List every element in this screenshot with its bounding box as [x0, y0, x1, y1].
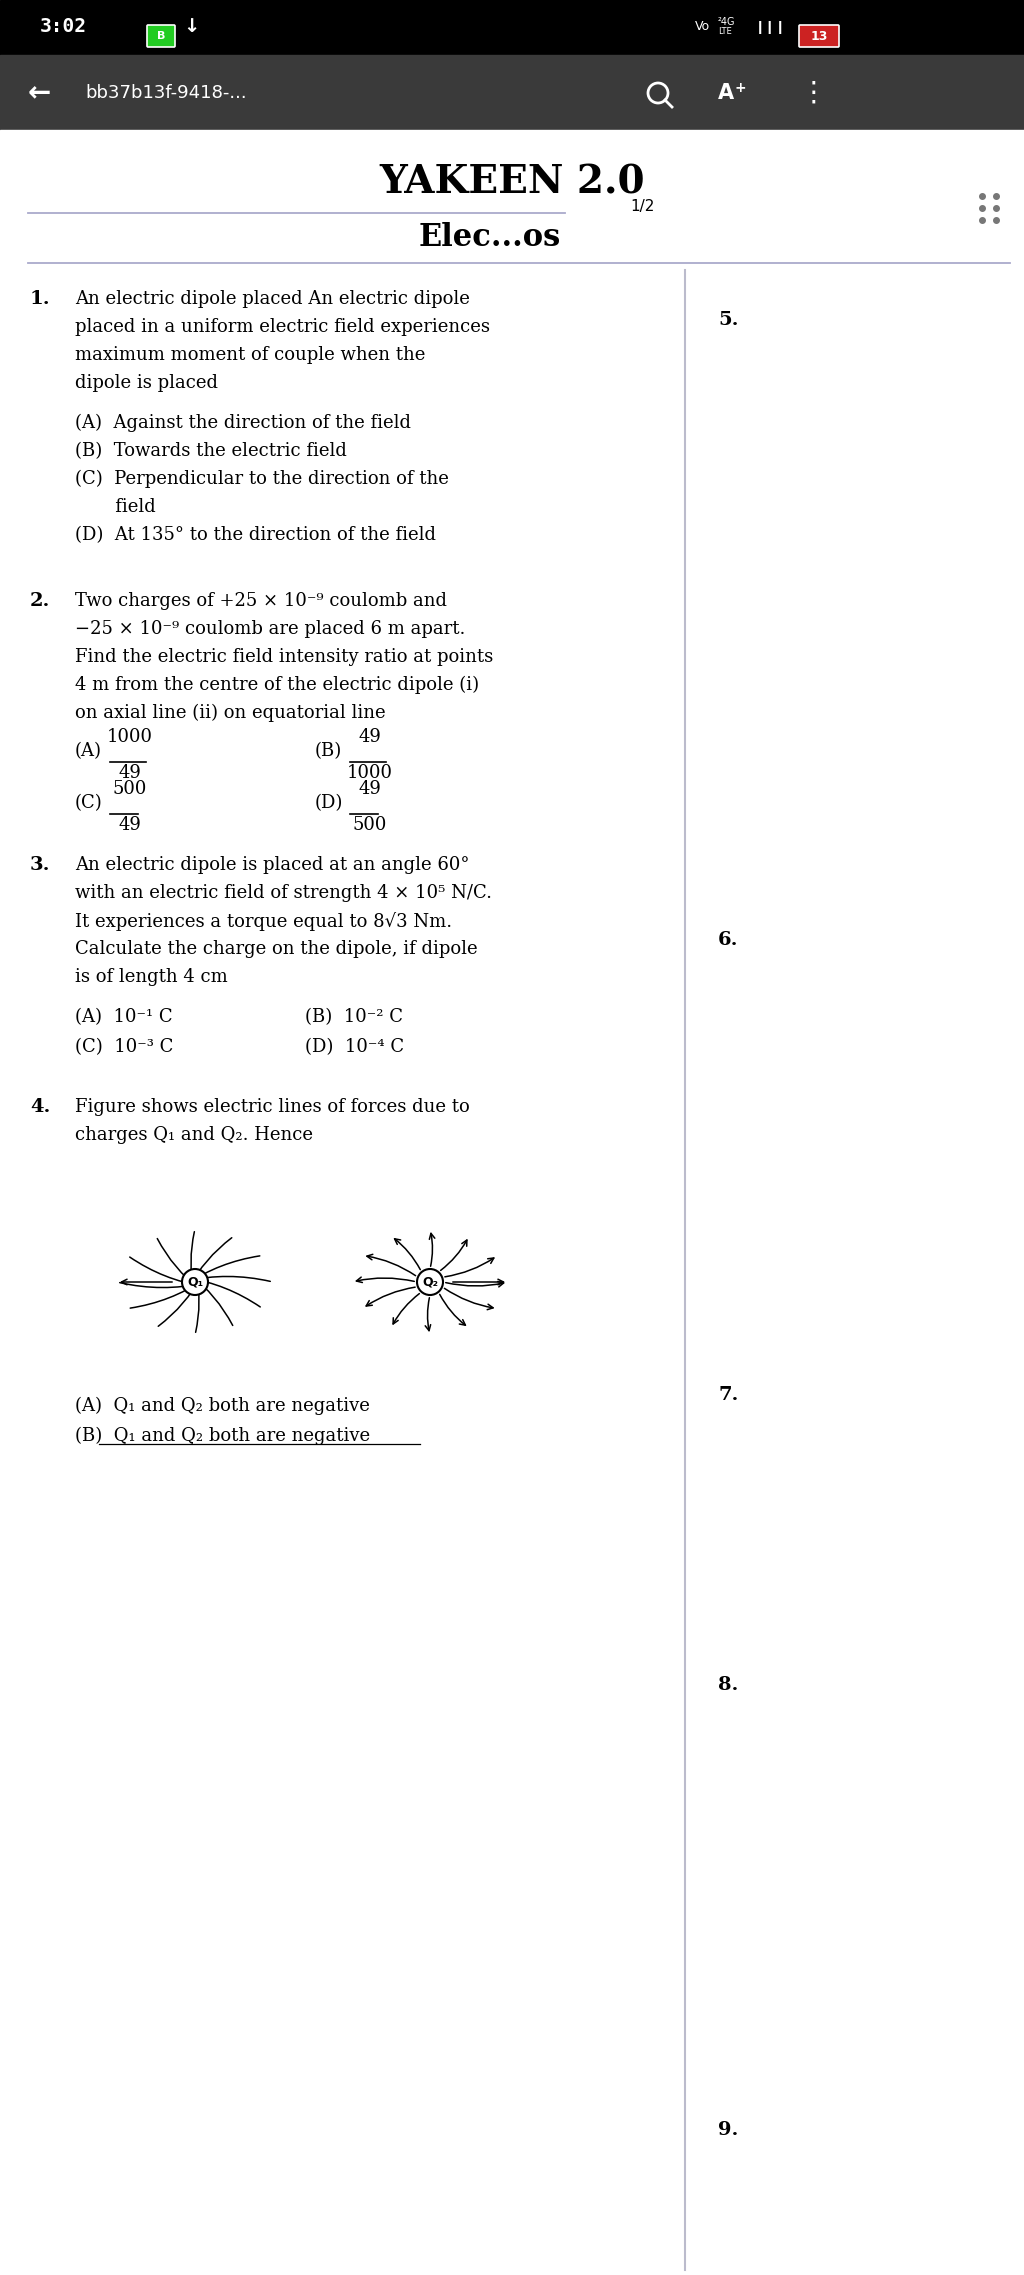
Text: A: A	[718, 82, 734, 102]
Bar	[0, 0, 1024, 55]
Text: on axial line (ii) on equatorial line: on axial line (ii) on equatorial line	[75, 703, 386, 721]
Text: 500: 500	[113, 780, 147, 799]
FancyBboxPatch shape	[147, 25, 175, 48]
Text: (C)  10⁻³ C: (C) 10⁻³ C	[75, 1037, 173, 1056]
Text: 2.: 2.	[30, 592, 50, 610]
Text: 6.: 6.	[718, 930, 738, 949]
Text: 4 m from the centre of the electric dipole (i): 4 m from the centre of the electric dipo…	[75, 676, 479, 694]
Text: with an electric field of strength 4 × 10⁵ N/C.: with an electric field of strength 4 × 1…	[75, 885, 492, 901]
Text: is of length 4 cm: is of length 4 cm	[75, 967, 227, 985]
Text: Elec...os: Elec...os	[419, 223, 561, 253]
Text: An electric dipole placed An electric dipole: An electric dipole placed An electric di…	[75, 289, 470, 307]
Text: maximum moment of couple when the: maximum moment of couple when the	[75, 346, 425, 364]
Text: 7.: 7.	[718, 1385, 738, 1404]
Text: Calculate the charge on the dipole, if dipole: Calculate the charge on the dipole, if d…	[75, 940, 477, 958]
Text: field: field	[75, 498, 156, 516]
Text: B: B	[157, 32, 165, 41]
Text: 3.: 3.	[30, 855, 50, 874]
Text: 49: 49	[358, 728, 381, 746]
Text: YAKEEN 2.0: YAKEEN 2.0	[379, 164, 645, 202]
Text: 3:02: 3:02	[40, 18, 87, 36]
Text: ⋮: ⋮	[800, 80, 827, 107]
Text: +: +	[734, 82, 745, 96]
Text: placed in a uniform electric field experiences: placed in a uniform electric field exper…	[75, 319, 490, 337]
Text: (B)  10⁻² C: (B) 10⁻² C	[305, 1008, 403, 1026]
Text: 8.: 8.	[718, 1677, 738, 1695]
Text: ²4G: ²4G	[718, 16, 735, 27]
FancyBboxPatch shape	[799, 25, 839, 48]
Text: Figure shows electric lines of forces due to: Figure shows electric lines of forces du…	[75, 1099, 470, 1117]
Bar	[0, 55, 1024, 130]
Text: (C): (C)	[75, 794, 102, 812]
Text: 49: 49	[119, 817, 141, 835]
Text: (A)  Q₁ and Q₂ both are negative: (A) Q₁ and Q₂ both are negative	[75, 1397, 370, 1415]
Circle shape	[182, 1269, 208, 1294]
Text: 49: 49	[119, 764, 141, 783]
Text: Find the electric field intensity ratio at points: Find the electric field intensity ratio …	[75, 648, 494, 667]
Text: ↓: ↓	[183, 18, 200, 36]
Text: 1000: 1000	[106, 728, 153, 746]
Text: (D): (D)	[315, 794, 343, 812]
Text: (B): (B)	[315, 742, 342, 760]
Text: dipole is placed: dipole is placed	[75, 373, 218, 391]
Text: (D)  10⁻⁴ C: (D) 10⁻⁴ C	[305, 1037, 404, 1056]
Text: Two charges of +25 × 10⁻⁹ coulomb and: Two charges of +25 × 10⁻⁹ coulomb and	[75, 592, 447, 610]
Text: (C)  Perpendicular to the direction of the: (C) Perpendicular to the direction of th…	[75, 471, 449, 489]
Text: charges Q₁ and Q₂. Hence: charges Q₁ and Q₂. Hence	[75, 1126, 313, 1144]
Text: Q₁: Q₁	[187, 1276, 203, 1288]
Text: bb37b13f-9418-...: bb37b13f-9418-...	[85, 84, 247, 102]
Text: 4.: 4.	[30, 1099, 50, 1117]
Text: 1.: 1.	[30, 289, 50, 307]
Circle shape	[417, 1269, 443, 1294]
Text: An electric dipole is placed at an angle 60°: An electric dipole is placed at an angle…	[75, 855, 469, 874]
Text: 49: 49	[358, 780, 381, 799]
Text: 1/2: 1/2	[630, 200, 654, 214]
Text: ❙❙❙: ❙❙❙	[755, 20, 786, 34]
Text: (D)  At 135° to the direction of the field: (D) At 135° to the direction of the fiel…	[75, 526, 436, 544]
Text: 13: 13	[810, 30, 827, 43]
Text: LTE: LTE	[718, 27, 732, 36]
Text: Q₂: Q₂	[422, 1276, 438, 1288]
Text: ←: ←	[28, 80, 51, 107]
Text: 5.: 5.	[718, 312, 738, 330]
Text: It experiences a torque equal to 8√3 Nm.: It experiences a torque equal to 8√3 Nm.	[75, 912, 453, 930]
Text: (B)  Towards the electric field: (B) Towards the electric field	[75, 441, 347, 460]
Text: (A): (A)	[75, 742, 102, 760]
Text: (A)  Against the direction of the field: (A) Against the direction of the field	[75, 414, 411, 432]
Text: 500: 500	[353, 817, 387, 835]
Text: (B)  Q₁ and Q₂ both are negative: (B) Q₁ and Q₂ both are negative	[75, 1426, 370, 1445]
Text: 9.: 9.	[718, 2120, 738, 2138]
Text: −25 × 10⁻⁹ coulomb are placed 6 m apart.: −25 × 10⁻⁹ coulomb are placed 6 m apart.	[75, 621, 465, 637]
Text: 1000: 1000	[347, 764, 393, 783]
Text: Vo: Vo	[695, 20, 710, 34]
Text: (A)  10⁻¹ C: (A) 10⁻¹ C	[75, 1008, 173, 1026]
